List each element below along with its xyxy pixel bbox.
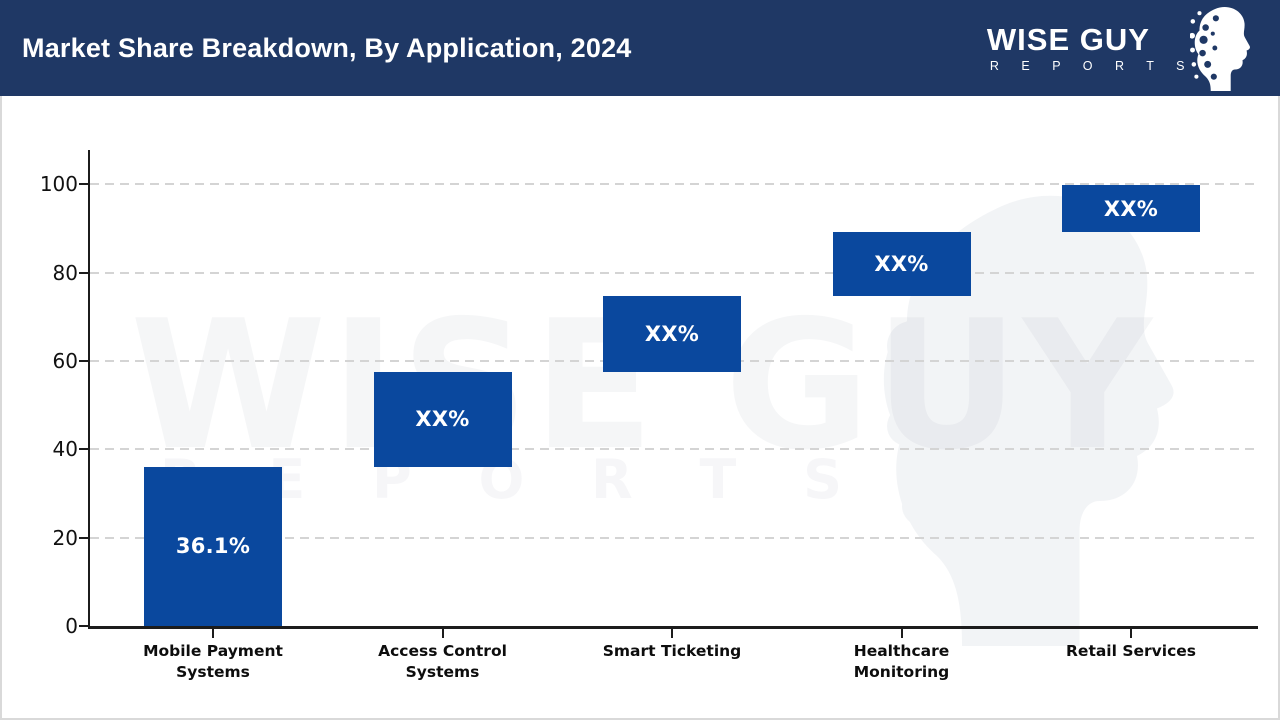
x-axis-line [88,626,1258,629]
category-label: Mobile Payment Systems [143,641,283,683]
category-label: Smart Ticketing [603,641,742,662]
y-axis-line [88,150,90,629]
logo-text: WISE GUY R E P O R T S [986,21,1194,73]
category-label-line: Systems [405,663,480,681]
bar-value-label: XX% [415,407,470,432]
x-tick [900,629,903,638]
y-tick [79,183,88,186]
y-tick [79,536,88,539]
y-tick [79,271,88,274]
x-tick [671,629,673,638]
grid-line [90,183,1255,186]
header-bar: Market Share Breakdown, By Application, … [0,0,1280,96]
category-label: Access Control Systems [378,641,507,683]
x-tick [441,629,444,638]
y-tick [79,625,88,627]
watermark-head-icon [883,195,1174,646]
category-label-line: Smart Ticketing [602,642,742,660]
category-label-line: Monitoring [853,663,950,681]
grid-line [90,536,1255,539]
category-label: Retail Services [1066,641,1196,662]
bar-value-label: XX% [874,252,929,277]
y-tick-label: 40 [52,437,78,462]
category-label-line: Healthcare [853,642,950,660]
y-tick-label: 0 [65,614,78,638]
category-label-line: Systems [176,663,250,681]
category-label-line: Access Control [378,642,507,660]
bar-segment: XX% [603,296,741,373]
y-tick-label: 100 [39,172,78,197]
bar-value-label: 36.1% [175,534,251,559]
bar-segment: XX% [373,372,512,467]
bar-segment: XX% [832,232,971,297]
y-tick [79,448,88,451]
category-label-line: Retail Services [1065,642,1197,660]
bar-segment: XX% [1062,185,1200,233]
x-tick [212,629,214,638]
y-tick-label: 80 [52,260,78,285]
bar-segment: 36.1% [144,466,282,626]
category-label: Healthcare Monitoring [854,641,950,683]
x-tick [1130,629,1132,638]
wise-guy-reports-logo: WISE GUY R E P O R T S [987,5,1254,91]
chart-area: WISE GUY R E P O R T S 02040608010036.1%… [0,96,1280,720]
logo-subtitle: R E P O R T S [989,58,1194,73]
y-tick [79,360,88,363]
page-title: Market Share Breakdown, By Application, … [22,32,632,63]
grid-line [90,271,1255,274]
category-label-line: Mobile Payment [143,642,283,660]
y-tick-label: 60 [52,349,78,374]
logo-head-icon [1190,7,1250,91]
bar-value-label: XX% [1103,196,1159,221]
logo-wordmark: WISE GUY [986,21,1150,57]
grid-line [90,448,1255,451]
bar-value-label: XX% [644,322,700,347]
y-tick-label: 20 [52,525,78,550]
